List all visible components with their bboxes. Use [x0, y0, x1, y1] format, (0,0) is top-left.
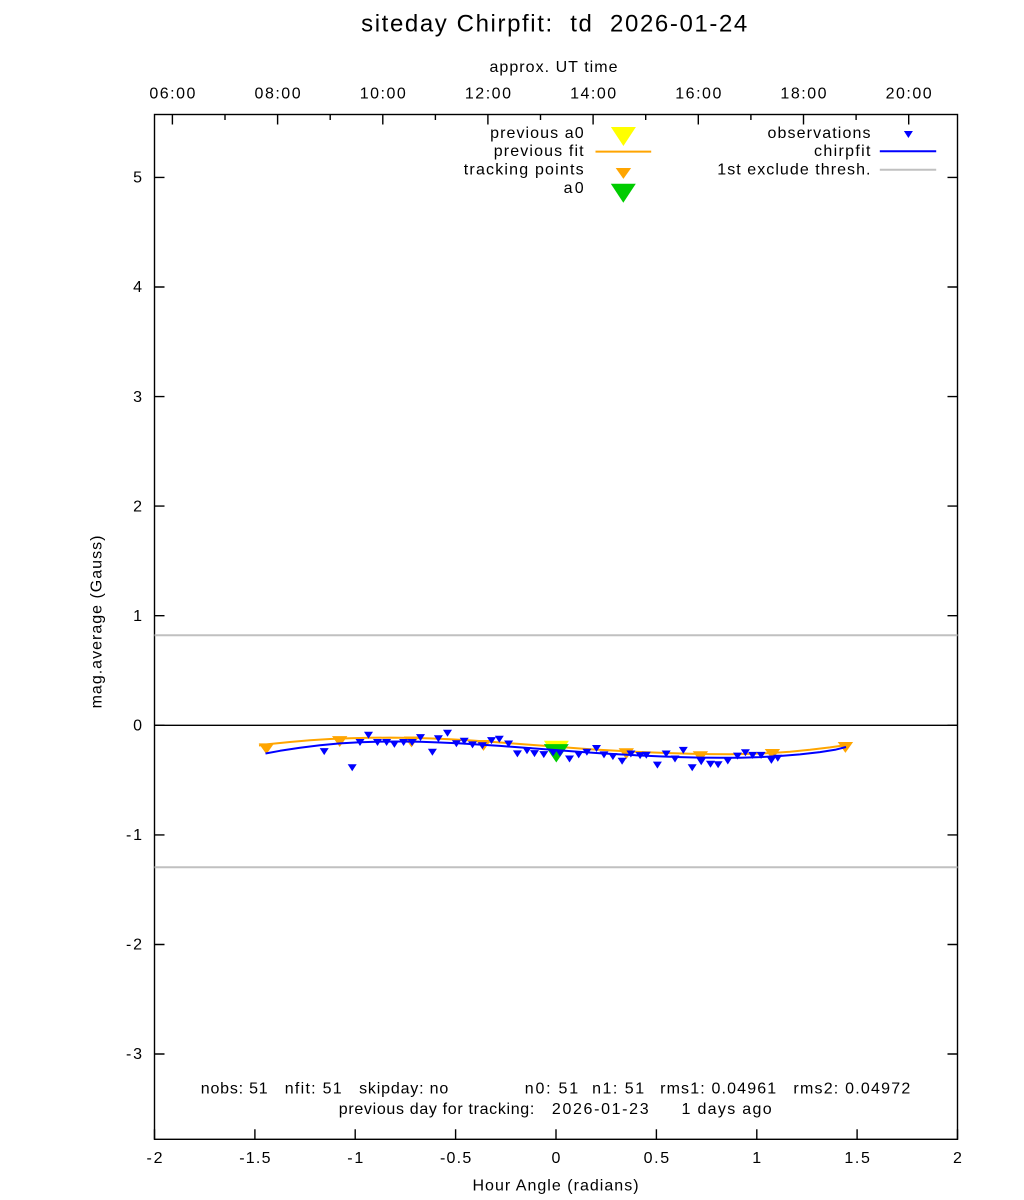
svg-text:12:00: 12:00 — [465, 86, 511, 103]
svg-text:1: 1 — [752, 1150, 761, 1167]
svg-text:08:00: 08:00 — [255, 86, 301, 103]
svg-text:skipday: no: skipday: no — [359, 1081, 448, 1098]
svg-text:-1: -1 — [347, 1150, 363, 1167]
svg-text:2: 2 — [953, 1150, 962, 1167]
svg-text:Hour Angle (radians): Hour Angle (radians) — [472, 1178, 638, 1195]
svg-text:chirpfit: chirpfit — [814, 143, 871, 160]
svg-text:tracking points: tracking points — [464, 162, 584, 179]
svg-text:-3: -3 — [126, 1046, 142, 1063]
svg-text:06:00: 06:00 — [149, 86, 195, 103]
svg-text:observations: observations — [768, 125, 871, 142]
svg-text:4: 4 — [133, 279, 142, 296]
svg-text:previous a0: previous a0 — [490, 125, 584, 142]
svg-text:1.5: 1.5 — [844, 1150, 870, 1167]
svg-text:n0: 51: n0: 51 — [525, 1081, 578, 1098]
svg-text:siteday Chirpfit: td 2026-01: siteday Chirpfit: td 2026-01-24 — [361, 11, 747, 38]
svg-text:5: 5 — [133, 170, 142, 187]
svg-text:previous fit: previous fit — [494, 143, 584, 160]
svg-text:1st exclude thresh.: 1st exclude thresh. — [717, 162, 870, 179]
svg-text:16:00: 16:00 — [675, 86, 721, 103]
svg-text:-0.5: -0.5 — [440, 1150, 471, 1167]
svg-text:mag.average (Gauss): mag.average (Gauss) — [89, 536, 106, 709]
svg-text:0: 0 — [133, 718, 142, 735]
svg-text:20:00: 20:00 — [886, 86, 932, 103]
svg-text:rms2: 0.04972: rms2: 0.04972 — [793, 1081, 910, 1098]
svg-text:-2: -2 — [147, 1150, 163, 1167]
svg-text:-1.5: -1.5 — [239, 1150, 270, 1167]
svg-text:2026-01-23: 2026-01-23 — [552, 1101, 649, 1118]
svg-text:nobs: 51: nobs: 51 — [201, 1081, 268, 1098]
svg-text:18:00: 18:00 — [780, 86, 826, 103]
svg-text:0: 0 — [552, 1150, 561, 1167]
svg-text:approx. UT time: approx. UT time — [489, 59, 617, 76]
svg-text:2: 2 — [133, 498, 142, 515]
svg-text:nfit: 51: nfit: 51 — [285, 1081, 342, 1098]
svg-text:10:00: 10:00 — [360, 86, 406, 103]
svg-text:0.5: 0.5 — [644, 1150, 670, 1167]
svg-text:previous day for tracking:: previous day for tracking: — [339, 1101, 535, 1118]
svg-text:-1: -1 — [126, 827, 142, 844]
svg-text:1 days ago: 1 days ago — [682, 1101, 772, 1118]
svg-text:rms1: 0.04961: rms1: 0.04961 — [660, 1081, 776, 1098]
svg-text:n1: 51: n1: 51 — [592, 1081, 644, 1098]
svg-text:14:00: 14:00 — [570, 86, 616, 103]
svg-text:1: 1 — [133, 608, 142, 625]
svg-text:-2: -2 — [126, 937, 142, 954]
svg-text:3: 3 — [133, 389, 142, 406]
